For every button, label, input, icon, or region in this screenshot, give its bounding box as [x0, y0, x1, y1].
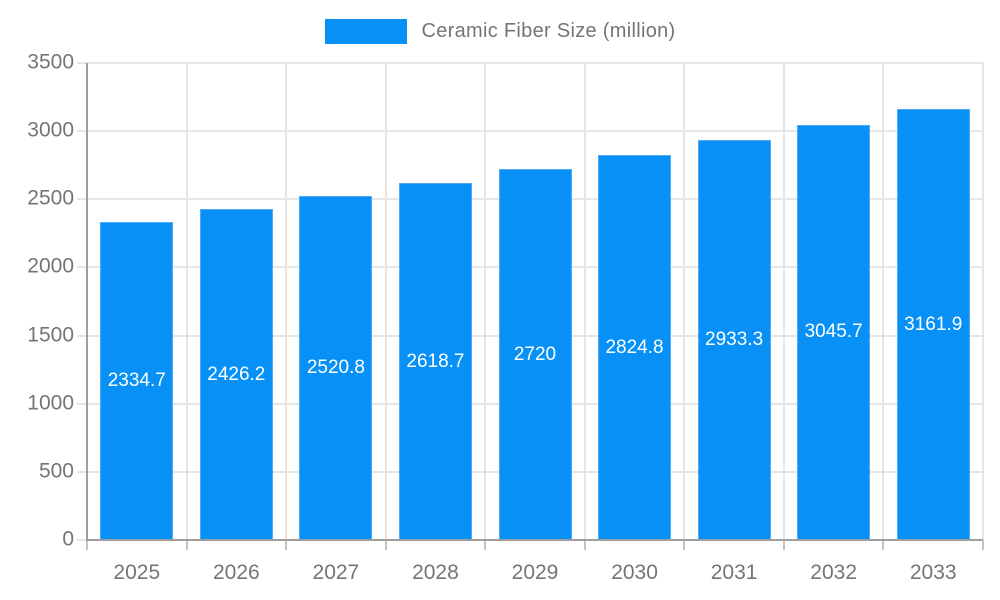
bar[interactable]: [100, 221, 174, 540]
v-gridline: [782, 63, 785, 540]
plot-area: 0 500 1000 1500 2000 2500 3000 3500 2334.7 2025 24…: [27, 51, 984, 584]
bar[interactable]: [697, 140, 771, 540]
bar[interactable]: [199, 209, 273, 540]
x-tick-mark: [683, 540, 686, 550]
bar-value-label: 2824.8: [605, 336, 664, 358]
bar-value-label: 2520.8: [306, 357, 365, 379]
x-tick-mark: [285, 540, 288, 550]
x-axis-line: [86, 539, 983, 541]
x-tick-mark: [185, 540, 188, 550]
x-axis-tick-label: 2026: [212, 561, 260, 584]
bar[interactable]: [498, 169, 572, 540]
x-axis-tick-label: 2031: [710, 561, 758, 584]
bar[interactable]: [299, 196, 373, 540]
v-gridline: [683, 63, 686, 540]
v-gridline: [583, 63, 586, 540]
y-axis-line: [86, 63, 88, 540]
y-axis-tick-label: 3000: [27, 118, 74, 142]
bar-value-label: 2933.3: [705, 329, 764, 351]
bar[interactable]: [896, 109, 970, 540]
chart-legend: Ceramic Fiber Size (million): [0, 19, 1000, 44]
y-axis-tick-label: 1000: [27, 391, 74, 415]
x-axis-tick-label: 2025: [113, 561, 161, 584]
v-gridline: [982, 63, 984, 540]
y-axis-tick-label: 2000: [27, 254, 74, 278]
v-gridline: [484, 63, 487, 540]
bar[interactable]: [398, 183, 472, 540]
y-axis-tick-label: 3500: [27, 50, 74, 74]
x-tick-mark: [782, 540, 785, 550]
bar-value-label: 2426.2: [207, 363, 266, 385]
y-axis-tick-label: 500: [38, 459, 74, 483]
bar[interactable]: [797, 124, 871, 540]
x-axis-tick-label: 2033: [909, 561, 957, 584]
bar-value-label: 3045.7: [804, 321, 863, 343]
v-gridline: [384, 63, 387, 540]
x-tick-mark: [484, 540, 487, 550]
v-gridline: [285, 63, 288, 540]
y-axis-tick-label: 2500: [27, 186, 74, 210]
x-axis-tick-label: 2027: [312, 561, 360, 584]
h-gridline: [77, 62, 983, 64]
x-axis-tick-label: 2029: [511, 561, 559, 584]
x-tick-mark: [583, 540, 586, 550]
x-tick-mark: [86, 540, 88, 550]
x-tick-mark: [882, 540, 885, 550]
bar-value-label: 2720: [513, 343, 557, 365]
bar-value-label: 2334.7: [107, 369, 166, 391]
v-gridline: [185, 63, 188, 540]
bar-value-label: 3161.9: [904, 313, 963, 335]
x-tick-mark: [982, 540, 984, 550]
x-axis-tick-label: 2032: [810, 561, 858, 584]
y-axis-tick-label: 0: [62, 527, 74, 551]
x-axis-tick-label: 2028: [412, 561, 459, 584]
bar-value-label: 2618.7: [406, 350, 465, 372]
x-tick-mark: [384, 540, 387, 550]
bar[interactable]: [598, 155, 672, 540]
v-gridline: [882, 63, 885, 540]
h-gridline: [77, 130, 983, 133]
x-axis-tick-label: 2030: [611, 561, 658, 584]
y-axis-tick-label: 1500: [27, 323, 74, 347]
legend-label[interactable]: Ceramic Fiber Size (million): [421, 20, 676, 42]
legend-swatch[interactable]: [324, 19, 407, 44]
